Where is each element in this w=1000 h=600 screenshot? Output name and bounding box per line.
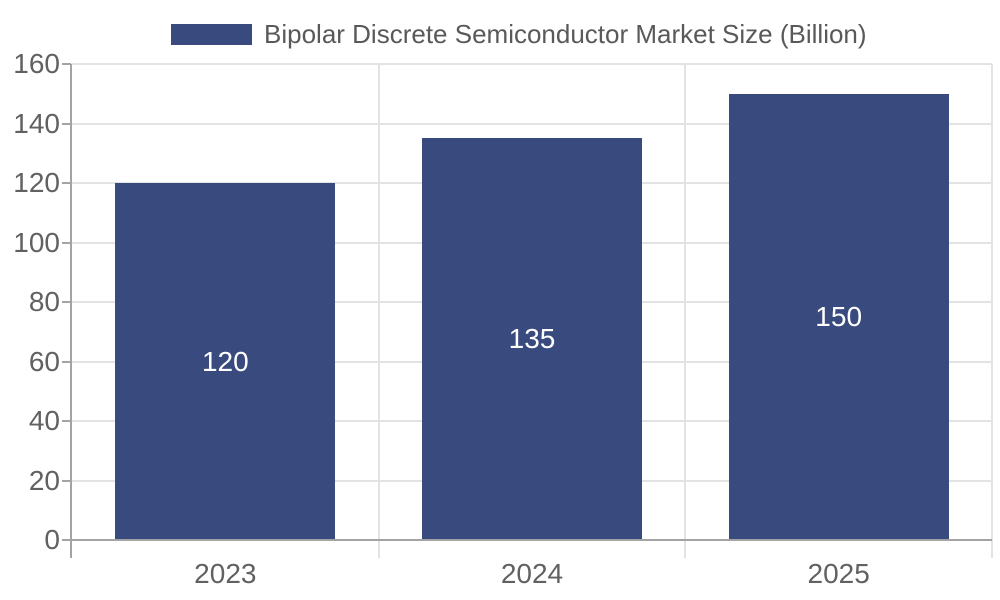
y-tick-140 [62,122,71,125]
y-tick-120 [62,182,71,184]
gridline-y-140 [72,122,992,125]
x-tick-label: 2023 [194,558,257,589]
bar-value-label: 120 [201,345,249,377]
bar-value-label: 135 [508,323,556,355]
gridline-x-3 [991,64,993,558]
x-tick-label: 2025 [807,558,870,589]
y-tick-label: 80 [28,286,60,317]
gridline-x-1 [377,64,380,558]
y-tick-20 [62,479,71,482]
y-tick-label: 0 [44,524,60,555]
y-tick-label: 60 [28,345,60,377]
plot-area: 120 135 150 [72,63,993,558]
chart-legend: Bipolar Discrete Semiconductor Market Si… [171,21,867,47]
y-tick-40 [62,420,71,422]
y-tick-label: 100 [13,226,60,258]
y-tick-label: 120 [13,167,60,198]
y-tick-label: 20 [28,464,60,496]
y-tick-80 [62,301,71,303]
legend-swatch [171,23,252,45]
gridline-y-160 [72,63,992,65]
gridline-x-2 [684,64,687,558]
y-tick-label: 160 [13,48,60,79]
bar-2024: 135 [422,138,642,540]
y-tick-label: 40 [28,405,60,436]
legend-label: Bipolar Discrete Semiconductor Market Si… [264,19,867,49]
bar-value-label: 150 [815,300,863,332]
bar-2023: 120 [115,183,336,540]
y-tick-100 [62,241,71,244]
y-axis-line [70,64,72,558]
bar-2025: 150 [728,93,949,540]
x-axis-line [62,539,992,541]
y-tick-label: 140 [13,107,60,139]
y-tick-60 [62,360,71,363]
x-tick-label: 2024 [500,558,564,589]
y-tick-160 [62,63,71,65]
